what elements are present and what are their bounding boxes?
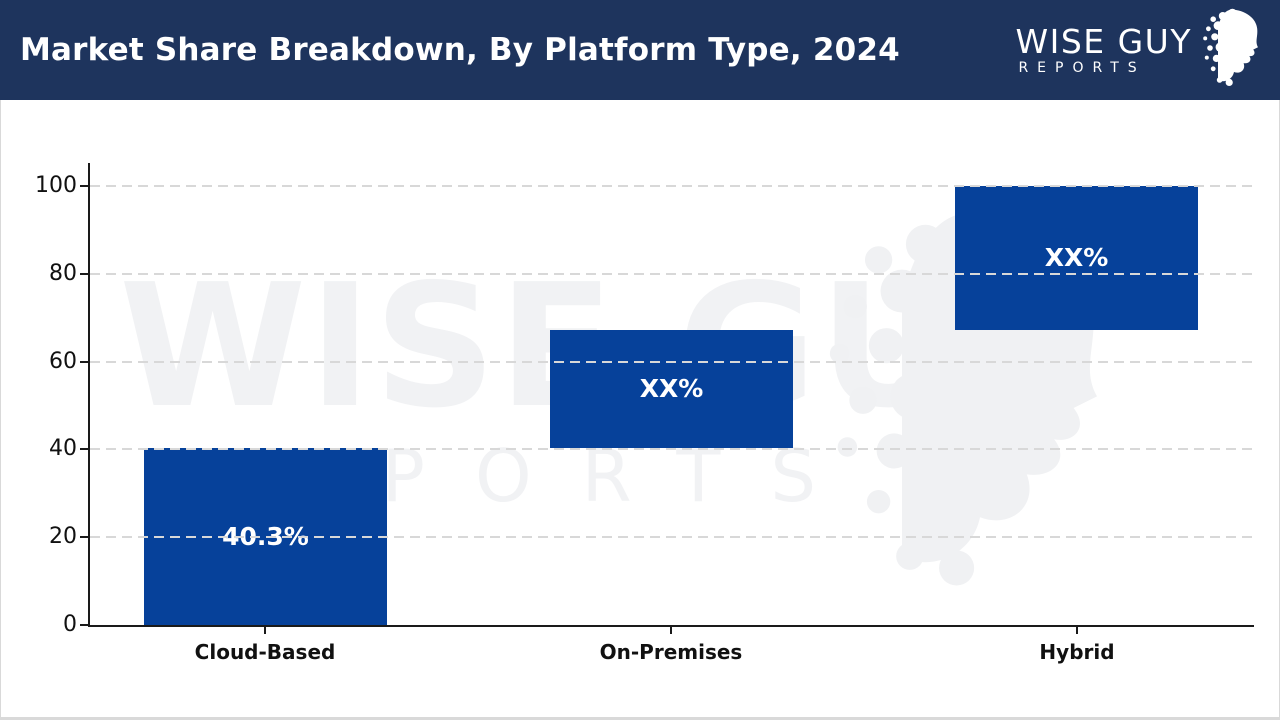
- y-tick-mark: [80, 272, 88, 275]
- header-bar: Market Share Breakdown, By Platform Type…: [0, 0, 1280, 100]
- logo-wordmark: WISE GUY REPORTS: [1015, 25, 1192, 75]
- gridline-100: [90, 185, 1254, 187]
- x-tick-mark: [1076, 627, 1078, 634]
- chart-canvas: WISE GUY REPORTS 40.3% XX% XX%: [0, 100, 1280, 720]
- bar-hybrid: XX%: [955, 186, 1198, 330]
- gridline-80: [90, 272, 1254, 275]
- bar-value-label: XX%: [1044, 243, 1109, 273]
- page-title: Market Share Breakdown, By Platform Type…: [20, 32, 900, 68]
- bar-on-premises: XX%: [550, 329, 793, 449]
- gridline-20: [90, 536, 1254, 539]
- logo-subtitle: REPORTS: [1018, 60, 1146, 76]
- y-tick-mark: [80, 185, 88, 187]
- y-axis-line: [88, 163, 90, 627]
- y-tick-label: 0: [63, 612, 77, 637]
- y-tick-mark: [80, 536, 88, 539]
- logo-face-icon: [1203, 8, 1258, 86]
- gridline-60: [90, 360, 1254, 363]
- y-tick-label: 20: [49, 524, 77, 550]
- x-tick-mark: [264, 627, 266, 634]
- y-tick-label: 80: [49, 260, 77, 286]
- x-axis-line: [88, 625, 1254, 627]
- bar-value-label: XX%: [639, 374, 704, 404]
- x-tick-mark: [670, 627, 672, 634]
- y-tick-label: 40: [49, 436, 77, 462]
- category-label-hybrid: Hybrid: [1039, 640, 1115, 664]
- wise-guy-logo: WISE GUY REPORTS: [1015, 7, 1266, 93]
- logo-title: WISE GUY: [1015, 22, 1192, 61]
- y-tick-mark: [80, 360, 88, 363]
- y-tick-label: 100: [35, 173, 77, 198]
- y-tick-mark: [80, 624, 88, 626]
- category-label-cloud-based: Cloud-Based: [194, 640, 336, 664]
- y-tick-mark: [80, 448, 88, 451]
- y-tick-label: 60: [49, 348, 77, 374]
- gridline-40: [90, 448, 1254, 451]
- category-label-on-premises: On-Premises: [599, 640, 743, 664]
